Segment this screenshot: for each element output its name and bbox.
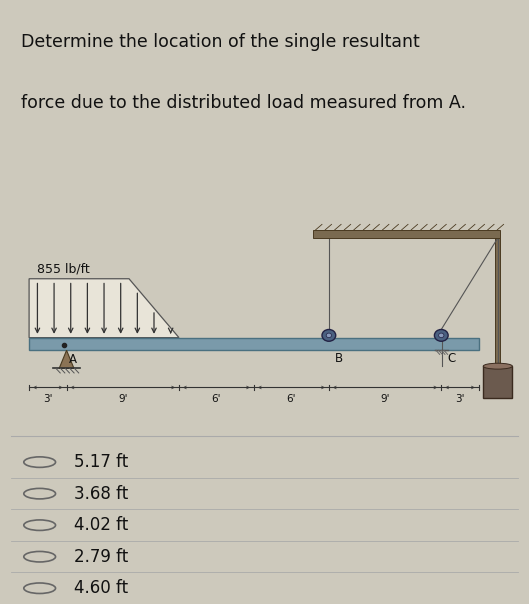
Bar [495,238,500,375]
Text: 6': 6' [287,394,296,404]
Text: A: A [69,353,77,365]
Polygon shape [29,279,179,338]
Text: 5.17 ft: 5.17 ft [74,453,129,471]
Text: Determine the location of the single resultant: Determine the location of the single res… [21,33,420,51]
Text: B: B [335,352,343,365]
Circle shape [439,333,444,338]
Ellipse shape [484,363,512,369]
Text: 2.79 ft: 2.79 ft [74,548,129,566]
Bar [484,366,513,398]
Text: 4.60 ft: 4.60 ft [74,579,128,597]
Text: 3': 3' [43,394,52,404]
Bar [29,338,479,350]
Circle shape [322,329,336,341]
Bar [495,238,500,373]
Text: 855 lb/ft: 855 lb/ft [37,262,90,275]
Text: 4.02 ft: 4.02 ft [74,516,129,534]
Text: C: C [448,352,456,365]
Circle shape [434,329,448,341]
Bar [313,230,500,238]
Polygon shape [59,350,74,368]
Text: 3.68 ft: 3.68 ft [74,484,129,503]
Text: 6': 6' [212,394,221,404]
Circle shape [326,333,332,338]
Text: force due to the distributed load measured from A.: force due to the distributed load measur… [21,94,466,112]
Text: 9': 9' [118,394,127,404]
Text: 3': 3' [455,394,465,404]
Text: 9': 9' [380,394,390,404]
